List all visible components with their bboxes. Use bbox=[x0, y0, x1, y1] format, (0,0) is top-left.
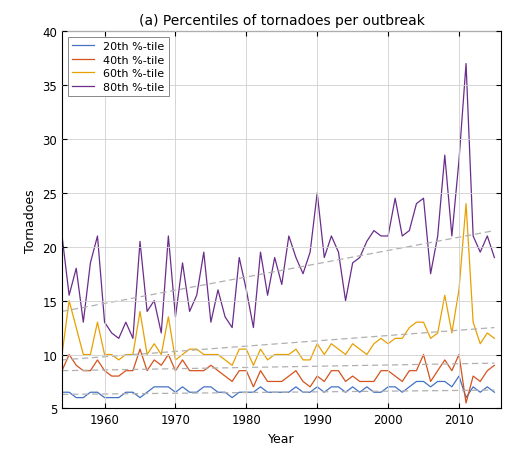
Y-axis label: Tornadoes: Tornadoes bbox=[24, 189, 37, 252]
Title: (a) Percentiles of tornadoes per outbreak: (a) Percentiles of tornadoes per outbrea… bbox=[139, 14, 424, 28]
X-axis label: Year: Year bbox=[268, 432, 295, 445]
Legend: 20th %-tile, 40th %-tile, 60th %-tile, 80th %-tile: 20th %-tile, 40th %-tile, 60th %-tile, 8… bbox=[68, 38, 169, 97]
